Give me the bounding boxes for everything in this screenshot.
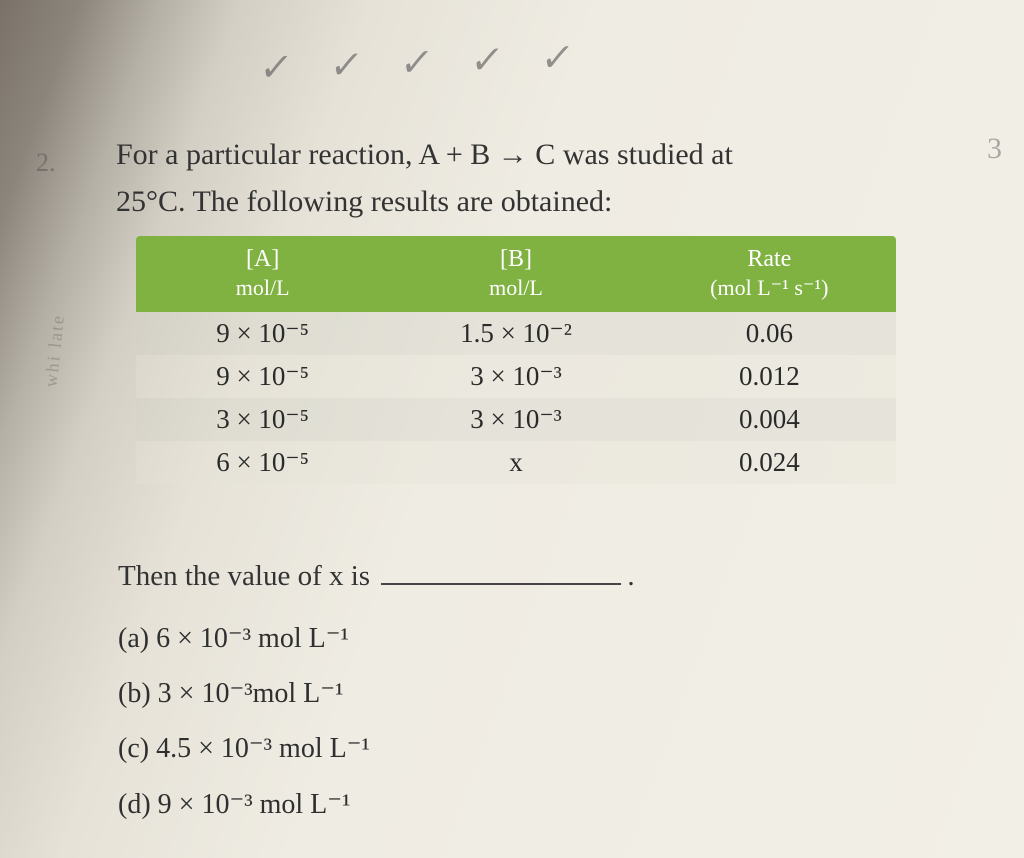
col-header-b: [B] mol/L [389, 236, 642, 312]
cell-a: 9 × 10⁻⁵ [136, 355, 389, 398]
option-c-value: 4.5 × 10⁻³ mol L⁻¹ [156, 733, 370, 764]
prompt-prefix: Then the value of x is [118, 560, 370, 592]
cell-a: 3 × 10⁻⁵ [136, 398, 389, 441]
col-header-a: [A] mol/L [136, 236, 389, 312]
question-line-1: For a particular reaction, A + B → C was… [110, 132, 984, 179]
cell-rate: 0.06 [643, 312, 896, 355]
table-row: 3 × 10⁻⁵ 3 × 10⁻³ 0.004 [136, 398, 896, 441]
option-d-value: 9 × 10⁻³ mol L⁻¹ [158, 789, 351, 820]
data-table: [A] mol/L [B] mol/L Rate (mol L⁻¹ s⁻¹) 9… [136, 236, 896, 484]
option-c-label: (c) [118, 733, 149, 764]
cell-b: 3 × 10⁻³ [389, 398, 642, 441]
col-rate-title: Rate [649, 244, 890, 274]
cell-rate: 0.012 [643, 355, 896, 398]
page: ✓ ✓ ✓ ✓ ✓ 2. 3 whi late For a particular… [80, 40, 994, 838]
prompt-line: Then the value of x is . [118, 560, 635, 593]
col-b-sub: mol/L [395, 274, 636, 302]
gutter-text: whi late [40, 313, 69, 388]
col-rate-sub: (mol L⁻¹ s⁻¹) [649, 274, 890, 302]
option-b: (b) 3 × 10⁻³mol L⁻¹ [118, 667, 370, 720]
table-row: 9 × 10⁻⁵ 1.5 × 10⁻² 0.06 [136, 312, 896, 355]
table-row: 6 × 10⁻⁵ x 0.024 [136, 441, 896, 484]
col-a-title: [A] [142, 244, 383, 274]
col-a-sub: mol/L [142, 274, 383, 302]
option-d: (d) 9 × 10⁻³ mol L⁻¹ [118, 778, 370, 831]
margin-mark: 3 [987, 132, 1002, 166]
options-list: (a) 6 × 10⁻³ mol L⁻¹ (b) 3 × 10⁻³mol L⁻¹… [118, 612, 370, 833]
option-a: (a) 6 × 10⁻³ mol L⁻¹ [118, 612, 370, 665]
option-a-label: (a) [118, 623, 149, 654]
option-d-label: (d) [118, 789, 151, 820]
option-a-value: 6 × 10⁻³ mol L⁻¹ [156, 623, 349, 654]
option-b-value: 3 × 10⁻³mol L⁻¹ [158, 678, 344, 709]
cell-a: 9 × 10⁻⁵ [136, 312, 389, 355]
cell-rate: 0.024 [643, 441, 896, 484]
table-header-row: [A] mol/L [B] mol/L Rate (mol L⁻¹ s⁻¹) [136, 236, 896, 312]
scribble-tickmarks: ✓ ✓ ✓ ✓ ✓ [257, 34, 591, 91]
option-b-label: (b) [118, 678, 151, 709]
table-row: 9 × 10⁻⁵ 3 × 10⁻³ 0.012 [136, 355, 896, 398]
col-b-title: [B] [395, 244, 636, 274]
cell-b: 1.5 × 10⁻² [389, 312, 642, 355]
col-header-rate: Rate (mol L⁻¹ s⁻¹) [643, 236, 896, 312]
question-number: 2. [36, 148, 56, 178]
option-c: (c) 4.5 × 10⁻³ mol L⁻¹ [118, 722, 370, 775]
question-line-2: 25°C. The following results are obtained… [110, 179, 984, 226]
table-body: 9 × 10⁻⁵ 1.5 × 10⁻² 0.06 9 × 10⁻⁵ 3 × 10… [136, 312, 896, 484]
cell-rate: 0.004 [643, 398, 896, 441]
fill-blank [381, 583, 621, 585]
question-text: For a particular reaction, A + B → C was… [110, 132, 984, 225]
cell-b: x [389, 441, 642, 484]
prompt-suffix: . [627, 560, 634, 592]
cell-a: 6 × 10⁻⁵ [136, 441, 389, 484]
cell-b: 3 × 10⁻³ [389, 355, 642, 398]
